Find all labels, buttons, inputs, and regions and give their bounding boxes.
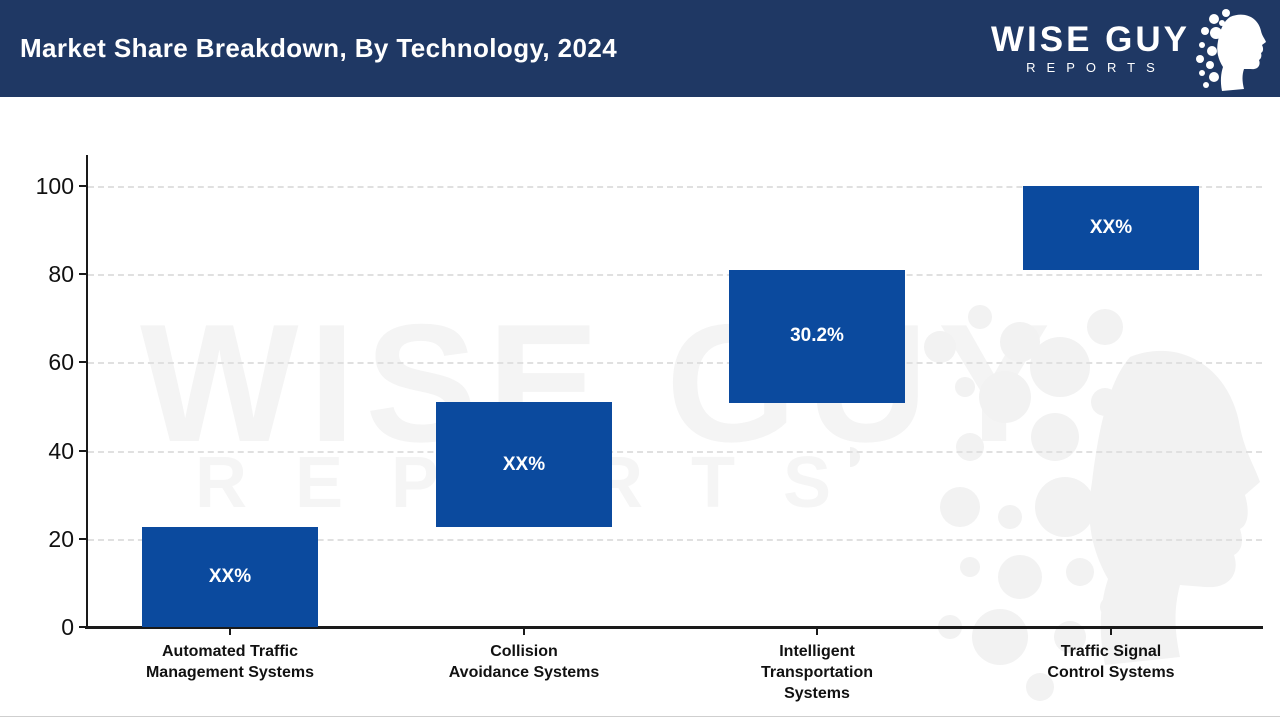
- bar-value-label-2: 30.2%: [790, 325, 844, 347]
- y-tick-label-40: 40: [48, 437, 74, 464]
- y-tick-label-60: 60: [48, 349, 74, 376]
- y-tick-0: [79, 626, 87, 628]
- x-category-label-0: Automated Traffic Management Systems: [145, 643, 315, 681]
- y-tick-80: [79, 273, 87, 276]
- header-bar: Market Share Breakdown, By Technology, 2…: [0, 0, 1280, 97]
- y-axis: [86, 155, 88, 628]
- bottom-divider: [0, 716, 1280, 720]
- gridline-60: [88, 362, 1262, 365]
- watermark-head-dots-icon: [850, 305, 1260, 701]
- bar-segment-2: 30.2%: [729, 269, 905, 403]
- y-tick-40: [79, 449, 87, 452]
- x-tick-0: [229, 628, 231, 635]
- logo-head-icon: [1196, 8, 1266, 91]
- bar-segment-1: XX%: [436, 402, 612, 528]
- logo-subname: REPORTS: [1026, 60, 1166, 75]
- logo-text: WISE GUY REPORTS: [990, 20, 1190, 76]
- bar-value-label-0: XX%: [208, 566, 252, 588]
- bar-value-label-3: XX%: [1089, 216, 1133, 238]
- x-category-label-1: Collision Avoidance Systems: [448, 643, 600, 681]
- wise-guy-reports-logo: WISE GUY REPORTS: [991, 5, 1270, 93]
- y-tick-60: [79, 361, 87, 364]
- bar-value-label-1: XX%: [502, 453, 546, 475]
- x-axis: [85, 626, 1263, 629]
- page-title: Market Share Breakdown, By Technology, 2…: [20, 33, 618, 63]
- y-tick-20: [79, 537, 87, 540]
- bar-segment-0: XX%: [142, 527, 318, 627]
- x-category-label-2: Intelligent Transportation Systems: [760, 643, 873, 702]
- y-tick-label-100: 100: [35, 173, 74, 199]
- y-tick-label-0: 0: [61, 614, 74, 640]
- y-tick-label-20: 20: [48, 525, 74, 552]
- gridline-80: [88, 274, 1262, 277]
- x-category-label-3: Traffic Signal Control Systems: [1047, 643, 1175, 681]
- logo-name: WISE GUY: [990, 20, 1190, 59]
- bar-segment-3: XX%: [1023, 186, 1199, 270]
- gridline-40: [88, 450, 1262, 453]
- gridline-100: [88, 186, 1262, 188]
- gridline-20: [88, 538, 1262, 541]
- x-tick-1: [523, 628, 525, 635]
- y-tick-100: [79, 185, 87, 187]
- x-tick-2: [816, 628, 818, 635]
- x-tick-3: [1110, 628, 1112, 635]
- y-tick-label-80: 80: [48, 261, 74, 288]
